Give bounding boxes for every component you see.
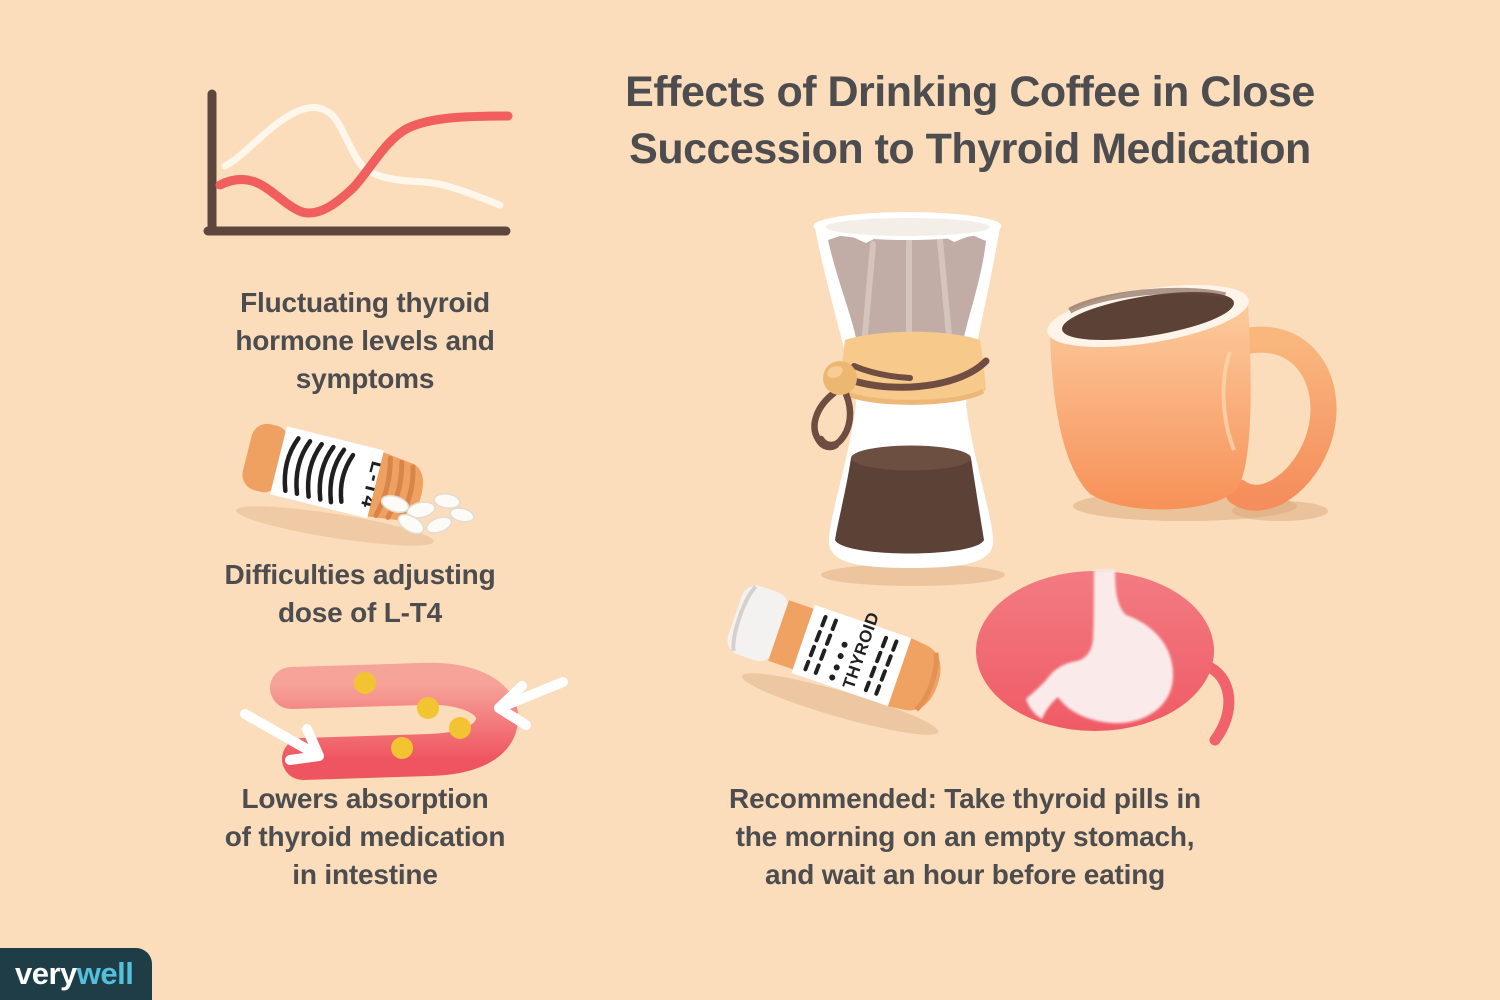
caption-difficulties-adjusting: Difficulties adjusting dose of L-T4 <box>224 559 496 628</box>
mug-coffee-sheen <box>1068 287 1226 314</box>
cord-bead <box>823 361 857 395</box>
collar-bottom-edge <box>841 388 985 405</box>
cap-shading <box>731 585 758 652</box>
thyroid-pill-bottle-icon: THYROID <box>727 585 941 735</box>
logo-text-very: very <box>15 956 77 991</box>
spilled-pills <box>380 493 475 535</box>
coffee-surface <box>851 445 971 471</box>
absorption-arrows <box>240 677 568 765</box>
chart-axes <box>203 89 511 236</box>
brewed-coffee <box>835 449 984 554</box>
spilled-pill-bottle-icon: L-T4 <box>236 423 475 546</box>
chart-line-white <box>221 103 504 209</box>
coffee-mug-icon <box>1047 284 1337 521</box>
coffee-maker-shadow <box>821 564 1005 586</box>
logo-text-well: well <box>76 956 134 991</box>
bottle-bottom-shading <box>914 652 939 712</box>
arrow-left-icon <box>240 709 324 765</box>
intestine-with-arrows-icon <box>240 662 568 780</box>
arrow-right-icon <box>494 677 568 730</box>
mug-coffee <box>1062 292 1234 340</box>
verywell-logo: very well <box>0 948 152 1000</box>
stomach-icon <box>976 570 1235 746</box>
filter-folds <box>861 237 953 349</box>
stomach-tail <box>1205 662 1235 746</box>
label-dashed-text-lines <box>803 615 899 696</box>
bottle-neck <box>768 600 816 670</box>
bottle-shadow <box>236 506 434 546</box>
bead-highlight <box>827 366 843 378</box>
caption-fluctuating-hormones: Fluctuating thyroid hormone levels and s… <box>235 287 495 394</box>
caption-recommendation: Recommended: Take thyroid pills in the m… <box>729 783 1201 890</box>
chart-line-red <box>215 111 513 218</box>
carafe-rim-inner <box>825 218 990 236</box>
mug-handle <box>1215 326 1337 511</box>
fluctuating-line-chart-icon <box>203 89 513 236</box>
pour-over-coffee-maker-icon <box>811 212 1005 586</box>
caption-lowers-absorption: Lowers absorption of thyroid medication … <box>224 783 506 890</box>
thyroid-bottle-shadow <box>741 673 939 735</box>
intestine-tube <box>270 662 518 780</box>
mug-body <box>1050 304 1251 510</box>
stomach-silhouette <box>1026 570 1174 724</box>
label-barcode-bars <box>282 436 356 505</box>
bottle-label <box>270 426 385 519</box>
medication-dots <box>354 672 471 759</box>
label-dots <box>829 641 848 681</box>
page-title: Effects of Drinking Coffee in Close Succ… <box>625 68 1315 173</box>
handle-joint-line <box>1221 351 1236 451</box>
